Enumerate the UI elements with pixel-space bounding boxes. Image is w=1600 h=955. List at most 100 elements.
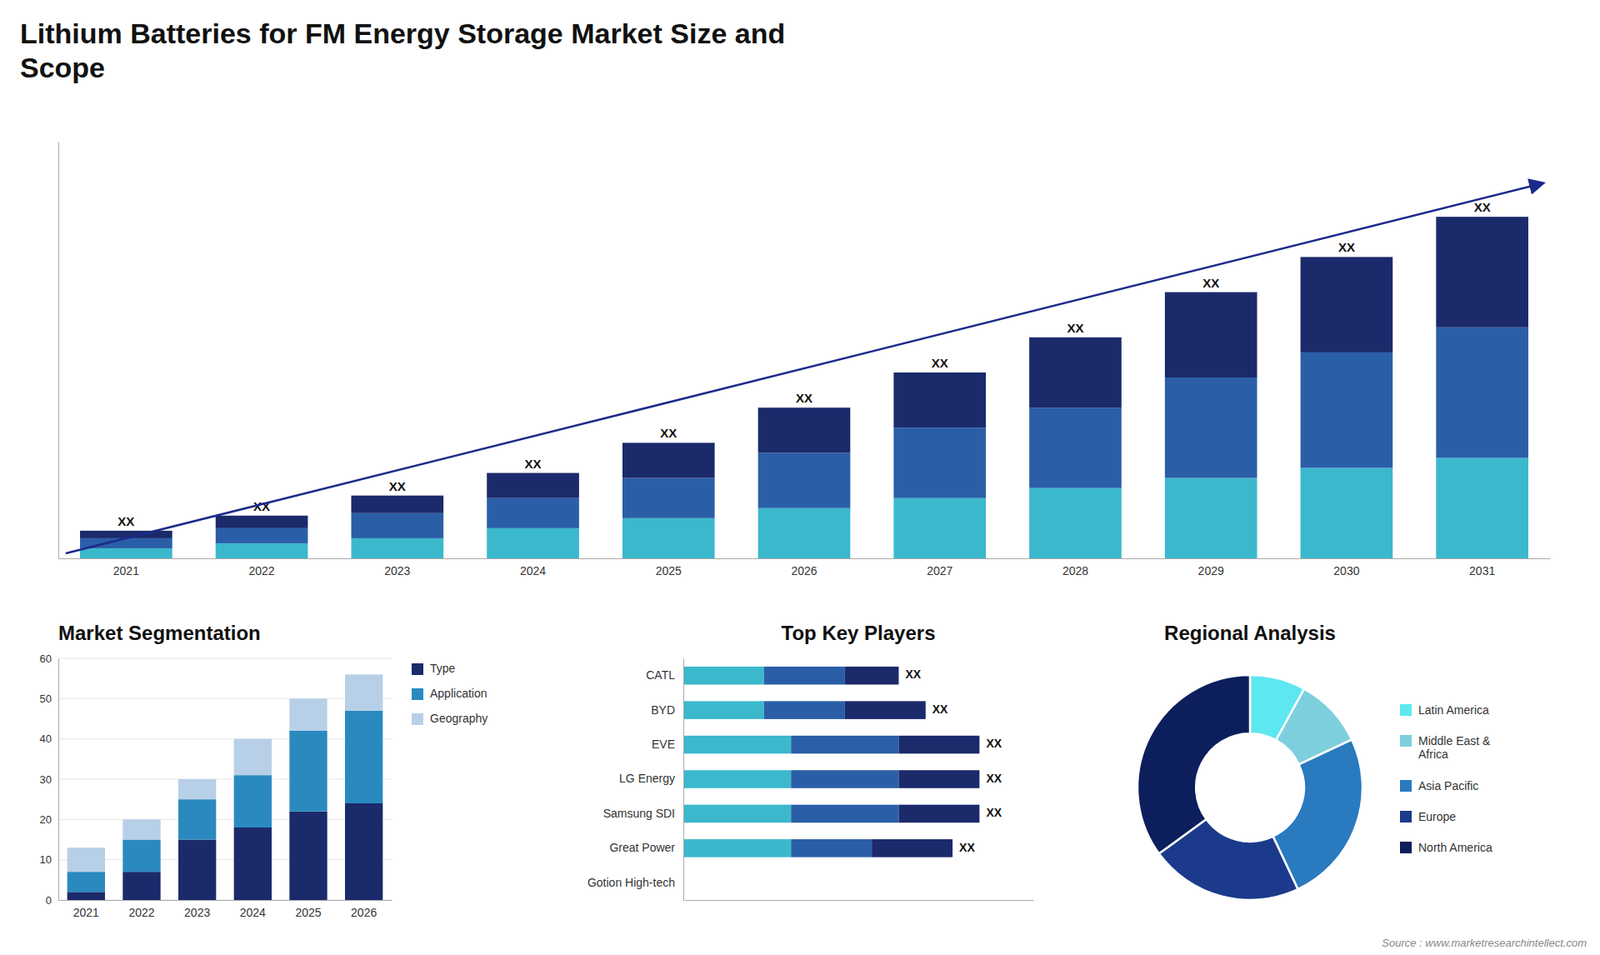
bar (622, 478, 715, 519)
bar (1165, 478, 1258, 559)
bar (67, 847, 105, 872)
tick: 40 (40, 732, 59, 745)
tick-label: 2021 (73, 905, 100, 920)
tick-label: 2029 (1198, 564, 1225, 578)
bar (234, 775, 272, 828)
bars (80, 216, 1529, 559)
bar (486, 528, 580, 559)
bars (683, 666, 980, 858)
legend: Latin AmericaMiddle East &AfricaAsia Pac… (1400, 703, 1493, 855)
bar-series (67, 710, 384, 892)
tick: 10 (40, 853, 59, 866)
tick-label: 2024 (520, 564, 546, 578)
legend-label: Middle East &Africa (1418, 734, 1491, 761)
tick-label: 2028 (1062, 564, 1089, 578)
bar (1029, 337, 1122, 408)
legend: TypeApplicationGeography (411, 661, 488, 725)
pie-chart: Regional Analysis Latin America Middle Eas… (1137, 621, 1493, 900)
tick: LG Energy (619, 771, 675, 785)
bar (345, 710, 383, 804)
bar (1029, 407, 1122, 488)
bar (1165, 377, 1258, 479)
bar-series (67, 803, 384, 900)
bar (1435, 457, 1529, 559)
tick: CATL (645, 668, 675, 682)
tick: 20 (40, 813, 59, 826)
bar-series (80, 327, 1529, 549)
tick: Gotion High-tech (587, 875, 675, 890)
bar (764, 700, 845, 720)
tick: Samsung SDI (603, 806, 675, 820)
bar (350, 538, 444, 559)
legend-label: Latin America (1418, 703, 1490, 717)
bar (67, 871, 105, 892)
bar (683, 700, 765, 720)
text-line: Middle East & (1418, 734, 1491, 748)
legend-swatch (1400, 841, 1412, 854)
bar (178, 840, 216, 901)
axis-line (59, 900, 393, 901)
bar (122, 819, 160, 840)
value-label: XX (932, 702, 949, 716)
legend-swatch (1400, 735, 1412, 747)
bar (1165, 292, 1258, 378)
tick: 2022 (249, 564, 275, 578)
bar (790, 805, 899, 824)
tick: 2026 (790, 564, 817, 578)
bar-series (764, 666, 900, 858)
legend-item: North America (1400, 840, 1493, 855)
bar (345, 803, 383, 900)
tick-label: 2030 (1333, 564, 1360, 578)
tick: 30 (40, 773, 59, 786)
bar (790, 839, 872, 858)
tick: 2027 (926, 564, 953, 578)
axis-line (683, 659, 685, 901)
value-label: XX (389, 479, 406, 494)
legend-swatch (1400, 704, 1412, 716)
tick-label: 2031 (1469, 564, 1495, 578)
value-label: XX (795, 390, 813, 405)
tick-label: EVE (651, 737, 675, 751)
tick: BYD (650, 703, 675, 717)
tick: 2026 (350, 905, 377, 920)
tick-label: 2025 (655, 564, 682, 578)
slices (1137, 675, 1363, 900)
tick-label: 20 (40, 813, 52, 826)
bar (486, 498, 580, 529)
tick-label: 10 (40, 853, 52, 866)
bar (289, 698, 327, 731)
tick: 2029 (1198, 564, 1225, 578)
grid-line (58, 859, 392, 860)
tick: 2030 (1333, 564, 1360, 578)
legend-swatch (1400, 780, 1412, 792)
bar (683, 805, 791, 824)
tick-label: 2023 (184, 905, 210, 920)
legend-label: North America (1418, 840, 1493, 855)
text-line: Europe (1418, 810, 1456, 824)
tick-label: 2021 (113, 564, 140, 578)
bar (80, 530, 173, 539)
bar (758, 407, 851, 453)
value-axis (58, 142, 60, 560)
tick: 2024 (520, 564, 546, 578)
bars (67, 674, 384, 900)
value-label: XX (985, 736, 1002, 750)
annotation: Source : www.marketresearchintellect.com (1381, 936, 1587, 950)
bar (350, 495, 444, 514)
category-axis: 2021202220232024202520262027202820292030… (59, 559, 1551, 578)
grid-line (58, 738, 392, 740)
tick: 2021 (113, 564, 140, 578)
page-title: Lithium Batteries for FM Energy Storage … (20, 17, 785, 84)
tick-label: 2025 (295, 905, 321, 920)
chart-title: Market Segmentation (58, 621, 261, 645)
bar-series (67, 674, 384, 872)
value-label: XX (985, 805, 1002, 820)
legend-swatch (1400, 810, 1412, 823)
grid-line (58, 900, 392, 901)
bar (898, 770, 980, 789)
bar (1029, 488, 1122, 559)
tick: 60 (40, 652, 59, 665)
chart-title: Regional Analysis (1164, 621, 1336, 645)
bar (893, 372, 986, 428)
value-label: XX (1066, 320, 1084, 335)
